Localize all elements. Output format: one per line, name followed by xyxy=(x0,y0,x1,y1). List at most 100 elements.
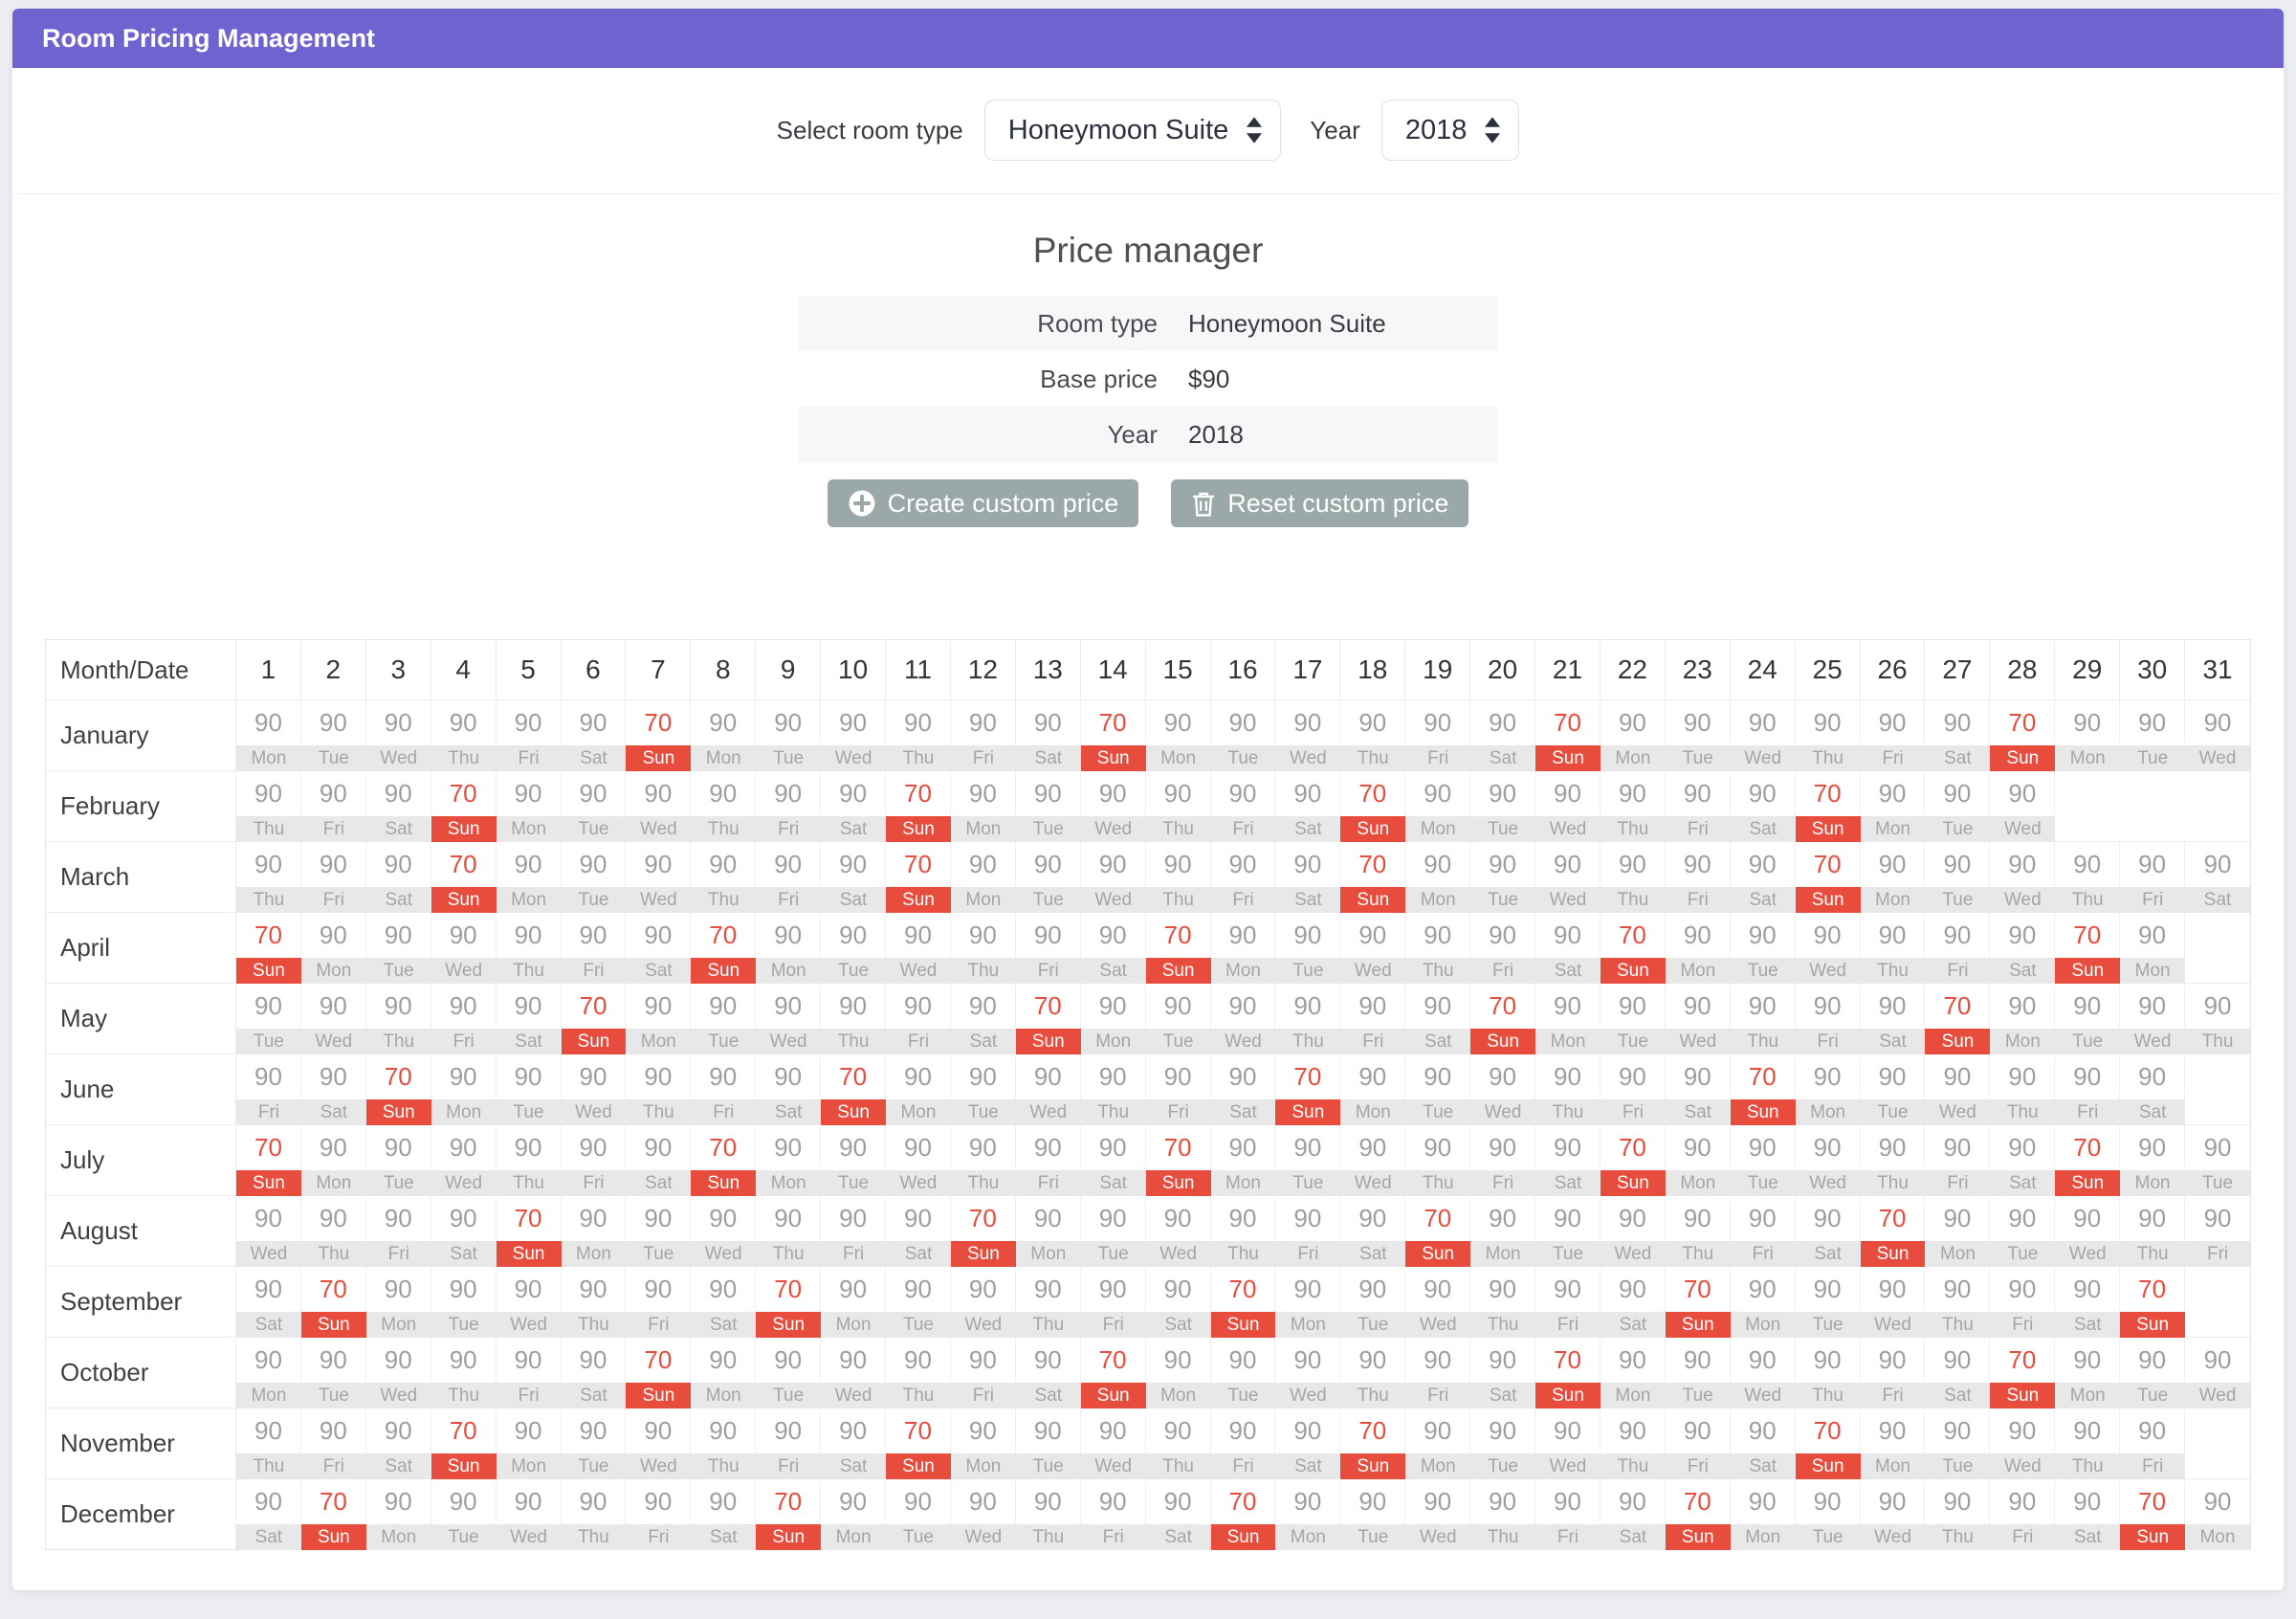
day-price: 90 xyxy=(2120,1408,2186,1453)
day-price: 90 xyxy=(1731,842,1796,887)
day-cell: 70 Sun xyxy=(1795,842,1861,913)
day-cell: 90 Fri xyxy=(430,984,497,1054)
day-cell: 90 Fri xyxy=(821,1196,887,1267)
day-number-header: 6 xyxy=(562,640,627,699)
day-cell: 90 Sat xyxy=(1990,1125,2056,1196)
day-of-week-label: Tue xyxy=(2120,1383,2186,1408)
day-price: 90 xyxy=(756,771,822,816)
day-of-week-label: Tue xyxy=(1795,1524,1861,1550)
day-price: 90 xyxy=(301,700,366,745)
day-price: 90 xyxy=(1146,1196,1211,1241)
day-cell: 90 Fri xyxy=(1990,1479,2056,1550)
day-price: 90 xyxy=(1535,1267,1601,1312)
day-of-week-label: Thu xyxy=(2120,1241,2186,1267)
day-of-week-label: Thu xyxy=(1795,745,1861,771)
day-of-week-label: Sun xyxy=(561,1029,627,1054)
day-of-week-label: Sun xyxy=(1405,1241,1471,1267)
day-of-week-label: Sat xyxy=(1990,958,2056,984)
day-price: 70 xyxy=(1990,1338,2056,1383)
day-cell: 90 Mon xyxy=(950,1408,1016,1479)
day-of-week-label: Thu xyxy=(561,1312,627,1338)
day-cell: 70 Sun xyxy=(1600,913,1666,984)
day-cell: 90 Fri xyxy=(1665,1408,1731,1479)
day-of-week-label: Sat xyxy=(1470,1383,1536,1408)
day-of-week-label: Fri xyxy=(626,1524,692,1550)
day-cell: 90 Sat xyxy=(1925,1338,1991,1408)
day-price: 90 xyxy=(1081,1267,1146,1312)
day-cell: 70 Sun xyxy=(1535,700,1601,771)
day-price: 90 xyxy=(1211,913,1276,958)
day-of-week-label: Sat xyxy=(1600,1312,1666,1338)
day-price: 90 xyxy=(1535,771,1601,816)
day-cell-empty xyxy=(2185,1408,2250,1479)
day-of-week-label: Wed xyxy=(1275,745,1341,771)
day-of-week-label: Fri xyxy=(300,816,366,842)
day-number-header: 18 xyxy=(1340,640,1406,699)
day-cell: 90 Fri xyxy=(496,700,562,771)
day-cell: 70 Sun xyxy=(1860,1196,1926,1267)
day-cell: 70 Sun xyxy=(1470,984,1536,1054)
day-of-week-label: Sat xyxy=(1730,1453,1796,1479)
day-of-week-label: Fri xyxy=(1665,887,1731,913)
day-of-week-label: Tue xyxy=(1470,1453,1536,1479)
day-cell: 90 Fri xyxy=(1405,700,1471,771)
room-type-select[interactable]: Honeymoon Suite xyxy=(983,100,1282,161)
day-cell: 90 Sat xyxy=(1730,1408,1796,1479)
day-price: 70 xyxy=(1535,1338,1601,1383)
calendar-month-row: July 70 Sun 90 Mon 90 Tue 90 Wed 90 Thu 90 Fri 90 Sat 7… xyxy=(46,1124,2250,1196)
day-of-week-label: Tue xyxy=(1015,1453,1081,1479)
day-price: 90 xyxy=(1405,1479,1471,1524)
day-price: 90 xyxy=(951,1338,1016,1383)
day-of-week-label: Fri xyxy=(950,1383,1016,1408)
month-label: June xyxy=(46,1054,236,1124)
day-cell: 90 Fri xyxy=(1535,1479,1601,1550)
day-of-week-label: Fri xyxy=(300,887,366,913)
day-of-week-label: Thu xyxy=(691,816,757,842)
day-cell: 90 Sat xyxy=(950,984,1016,1054)
day-of-week-label: Sun xyxy=(691,958,757,984)
day-of-week-label: Sun xyxy=(1795,816,1861,842)
day-of-week-label: Wed xyxy=(1210,1029,1276,1054)
day-of-week-label: Sun xyxy=(1145,1170,1211,1196)
day-number-header: 16 xyxy=(1211,640,1276,699)
day-of-week-label: Thu xyxy=(496,958,562,984)
day-of-week-label: Sun xyxy=(365,1099,431,1125)
month-days: 90 Mon 90 Tue 90 Wed 90 Thu 90 Fri 90 Sat 70 Sun 90 Mon… xyxy=(236,1338,2250,1408)
day-of-week-label: Fri xyxy=(1535,1312,1601,1338)
day-cell: 90 Fri xyxy=(886,984,951,1054)
day-cell: 90 Mon xyxy=(236,1338,301,1408)
day-cell: 90 Sat xyxy=(1600,1479,1666,1550)
day-price xyxy=(2185,1267,2250,1312)
create-custom-price-button[interactable]: Create custom price xyxy=(827,479,1139,527)
day-price: 90 xyxy=(497,913,562,958)
day-of-week-label: Fri xyxy=(1210,1453,1276,1479)
day-price: 90 xyxy=(1535,1196,1601,1241)
day-cell: 90 Tue xyxy=(1665,1338,1731,1408)
day-of-week-label: Sat xyxy=(236,1312,301,1338)
day-price: 90 xyxy=(1796,1479,1861,1524)
day-price: 90 xyxy=(1340,984,1406,1029)
day-cell: 90 Fri xyxy=(950,1338,1016,1408)
day-cell: 90 Thu xyxy=(1470,1479,1536,1550)
reset-custom-price-button[interactable]: Reset custom price xyxy=(1171,479,1469,527)
day-price: 90 xyxy=(951,1408,1016,1453)
day-of-week-label: Fri xyxy=(1990,1524,2056,1550)
day-price: 90 xyxy=(756,842,822,887)
trash-icon xyxy=(1191,490,1216,518)
day-price: 90 xyxy=(626,1054,692,1099)
day-cell: 90 Tue xyxy=(886,1267,951,1338)
day-price: 90 xyxy=(497,771,562,816)
day-price: 90 xyxy=(1666,771,1731,816)
day-price: 90 xyxy=(236,771,301,816)
day-price: 90 xyxy=(236,984,301,1029)
day-cell: 90 Mon xyxy=(496,842,562,913)
day-price: 90 xyxy=(1731,984,1796,1029)
day-price: 90 xyxy=(1146,700,1211,745)
day-of-week-label: Thu xyxy=(886,1383,951,1408)
year-select[interactable]: 2018 xyxy=(1380,100,1520,161)
day-price: 70 xyxy=(1211,1479,1276,1524)
day-price: 70 xyxy=(886,771,951,816)
day-of-week-label: Sun xyxy=(496,1241,562,1267)
day-cell: 90 Wed xyxy=(1535,842,1601,913)
day-price: 70 xyxy=(756,1267,822,1312)
